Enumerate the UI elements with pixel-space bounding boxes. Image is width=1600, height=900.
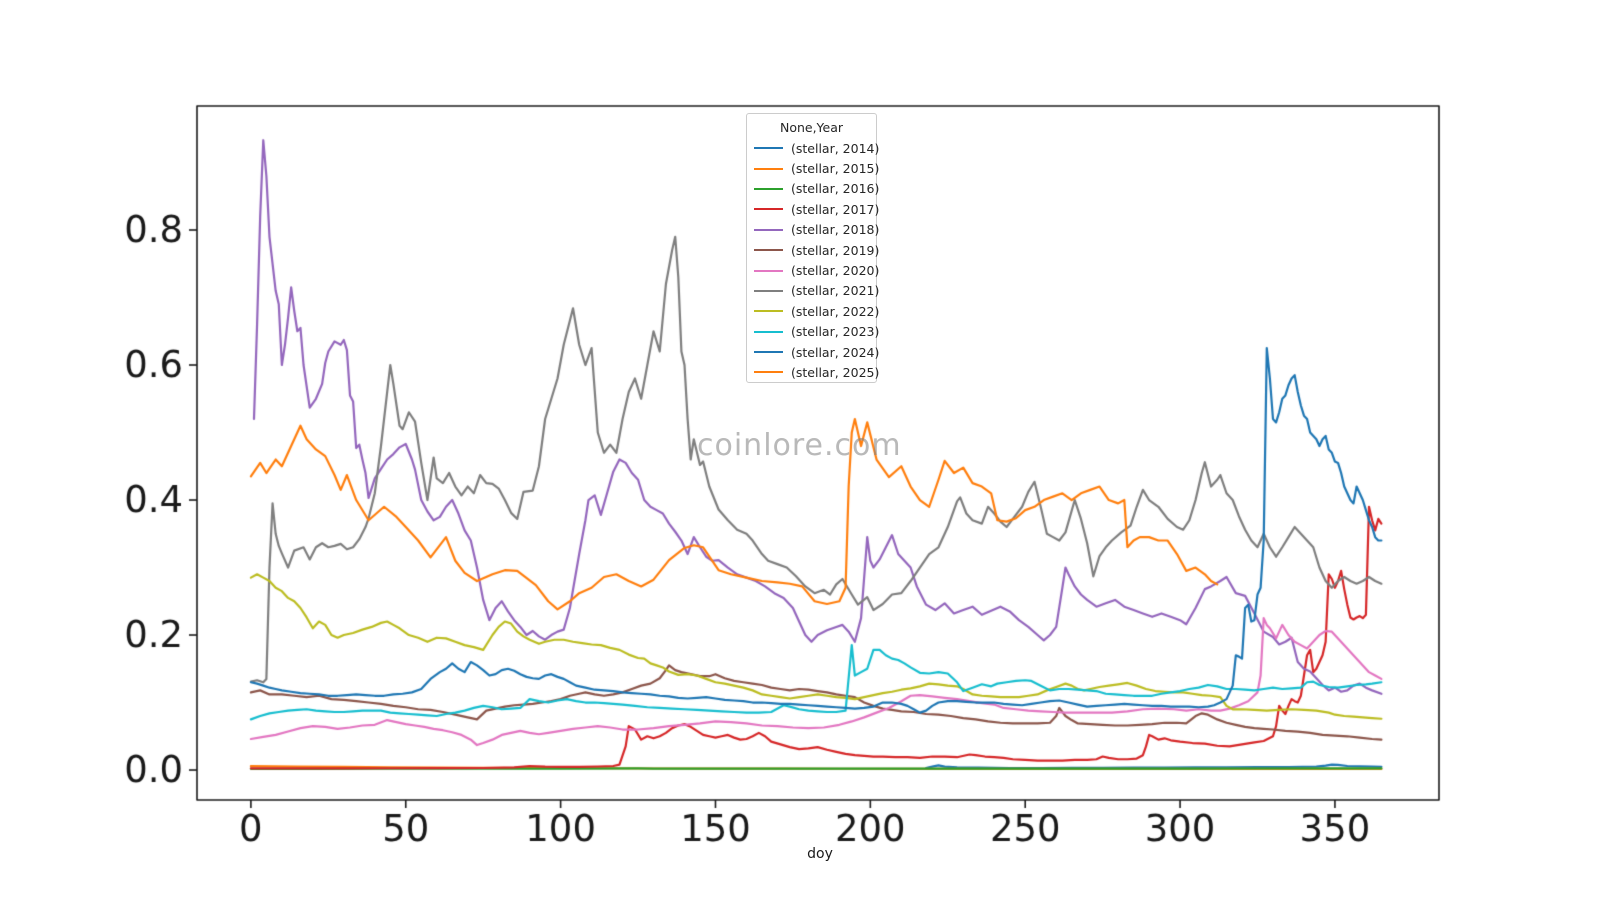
legend-item: (stellar, 2025) bbox=[747, 362, 880, 382]
legend-item-label: (stellar, 2022) bbox=[791, 303, 880, 319]
legend-line-swatch bbox=[754, 371, 783, 374]
legend-item: (stellar, 2022) bbox=[747, 301, 880, 321]
legend-item: (stellar, 2018) bbox=[747, 220, 880, 240]
x-axis-label: doy bbox=[807, 846, 833, 862]
legend-item-label: (stellar, 2018) bbox=[791, 222, 880, 238]
legend-item: (stellar, 2015) bbox=[747, 158, 880, 178]
legend-item-label: (stellar, 2014) bbox=[791, 140, 880, 156]
legend-item: (stellar, 2020) bbox=[747, 260, 880, 280]
legend-item-label: (stellar, 2024) bbox=[791, 344, 880, 360]
legend-item-label: (stellar, 2023) bbox=[791, 324, 880, 340]
legend-line-swatch bbox=[754, 330, 783, 333]
legend: None,Year (stellar, 2014) (stellar, 2015)… bbox=[746, 113, 880, 383]
legend-line-swatch bbox=[754, 289, 783, 292]
legend-item: (stellar, 2019) bbox=[747, 240, 880, 260]
legend-item-label: (stellar, 2020) bbox=[791, 263, 880, 279]
legend-line-swatch bbox=[754, 167, 783, 170]
legend-line-swatch bbox=[754, 269, 783, 272]
legend-item-label: (stellar, 2016) bbox=[791, 181, 880, 197]
legend-item: (stellar, 2016) bbox=[747, 179, 880, 199]
legend-item-label: (stellar, 2025) bbox=[791, 364, 880, 380]
legend-line-swatch bbox=[754, 208, 783, 211]
legend-item-label: (stellar, 2015) bbox=[791, 161, 880, 177]
legend-item: (stellar, 2024) bbox=[747, 342, 880, 362]
legend-item: (stellar, 2023) bbox=[747, 322, 880, 342]
legend-line-swatch bbox=[754, 228, 783, 231]
legend-item: (stellar, 2014) bbox=[747, 138, 880, 158]
legend-line-swatch bbox=[754, 147, 783, 150]
legend-item: (stellar, 2017) bbox=[747, 199, 880, 219]
legend-item-label: (stellar, 2019) bbox=[791, 242, 880, 258]
legend-line-swatch bbox=[754, 310, 783, 313]
legend-line-swatch bbox=[754, 249, 783, 252]
legend-item-label: (stellar, 2021) bbox=[791, 283, 880, 299]
legend-item-label: (stellar, 2017) bbox=[791, 201, 880, 217]
legend-item: (stellar, 2021) bbox=[747, 281, 880, 301]
legend-line-swatch bbox=[754, 351, 783, 354]
legend-title: None,Year bbox=[779, 120, 844, 135]
legend-items: (stellar, 2014) (stellar, 2015) (stellar, … bbox=[747, 138, 880, 383]
legend-line-swatch bbox=[754, 187, 783, 190]
